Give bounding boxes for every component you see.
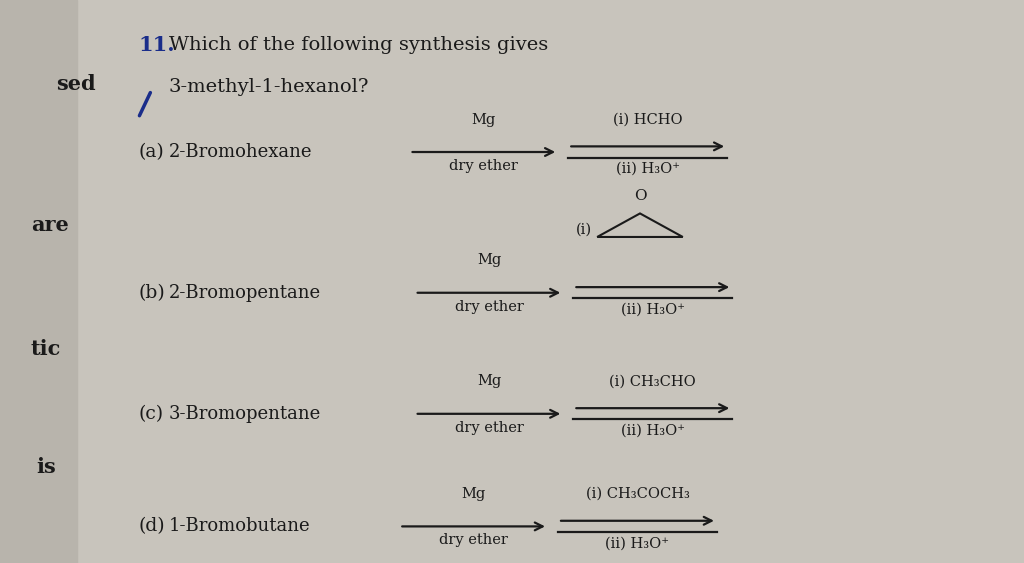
Text: Mg: Mg	[477, 374, 501, 388]
Text: (ii) H₃O⁺: (ii) H₃O⁺	[615, 162, 680, 176]
Text: Mg: Mg	[462, 487, 485, 501]
Text: (ii) H₃O⁺: (ii) H₃O⁺	[621, 424, 685, 438]
Text: (a): (a)	[138, 143, 164, 161]
Text: 2-Bromohexane: 2-Bromohexane	[169, 143, 312, 161]
Text: Mg: Mg	[472, 113, 496, 127]
Text: (d): (d)	[138, 517, 165, 535]
Text: (i): (i)	[575, 222, 592, 236]
Text: tic: tic	[31, 339, 61, 359]
Text: Mg: Mg	[477, 253, 501, 267]
Text: dry ether: dry ether	[455, 421, 523, 435]
Text: (i) CH₃CHO: (i) CH₃CHO	[609, 374, 696, 388]
Text: dry ether: dry ether	[450, 159, 518, 173]
Text: 3-Bromopentane: 3-Bromopentane	[169, 405, 322, 423]
Text: 1-Bromobutane: 1-Bromobutane	[169, 517, 310, 535]
Text: is: is	[36, 457, 55, 477]
Text: 2-Bromopentane: 2-Bromopentane	[169, 284, 322, 302]
Text: sed: sed	[56, 74, 96, 95]
Text: (i) HCHO: (i) HCHO	[613, 113, 682, 127]
Text: 3-methyl-1-hexanol?: 3-methyl-1-hexanol?	[169, 78, 370, 96]
Text: (ii) H₃O⁺: (ii) H₃O⁺	[605, 537, 670, 551]
Text: (b): (b)	[138, 284, 165, 302]
Text: 11.: 11.	[138, 35, 175, 55]
Text: O: O	[634, 189, 646, 203]
Text: Which of the following synthesis gives: Which of the following synthesis gives	[169, 36, 548, 54]
Text: (i) CH₃COCH₃: (i) CH₃COCH₃	[586, 487, 689, 501]
Text: dry ether: dry ether	[455, 300, 523, 314]
Text: dry ether: dry ether	[439, 533, 508, 547]
Text: (c): (c)	[138, 405, 164, 423]
Text: (ii) H₃O⁺: (ii) H₃O⁺	[621, 303, 685, 317]
Bar	[0, 0, 77, 563]
Text: are: are	[31, 215, 69, 235]
